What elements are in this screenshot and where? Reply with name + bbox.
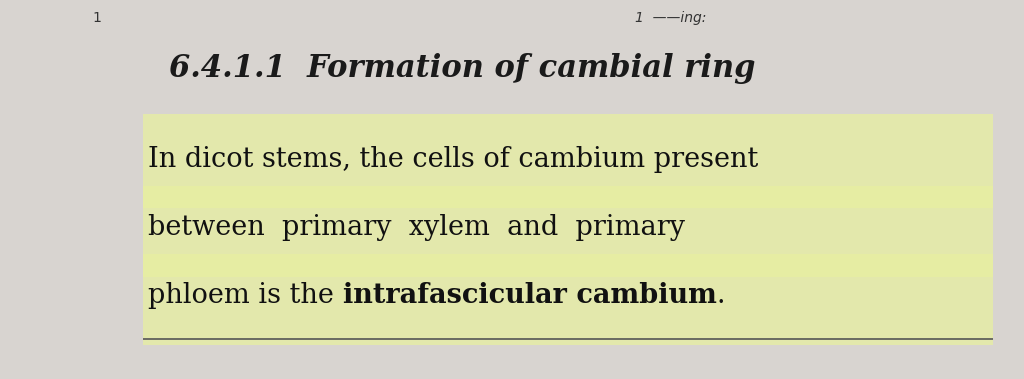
Text: between  primary  xylem  and  primary: between primary xylem and primary xyxy=(148,214,685,241)
Text: 6.4.1.1  Formation of cambial ring: 6.4.1.1 Formation of cambial ring xyxy=(169,53,756,84)
Text: 1: 1 xyxy=(92,11,101,25)
Bar xyxy=(143,114,993,208)
Text: phloem is the: phloem is the xyxy=(148,282,343,309)
Text: 1  ——ing:: 1 ——ing: xyxy=(635,11,707,25)
Text: In dicot stems, the cells of cambium present: In dicot stems, the cells of cambium pre… xyxy=(148,146,759,173)
Text: intrafascicular cambium: intrafascicular cambium xyxy=(343,282,717,309)
Bar xyxy=(143,186,993,277)
Bar xyxy=(143,254,993,345)
Text: .: . xyxy=(717,282,725,309)
